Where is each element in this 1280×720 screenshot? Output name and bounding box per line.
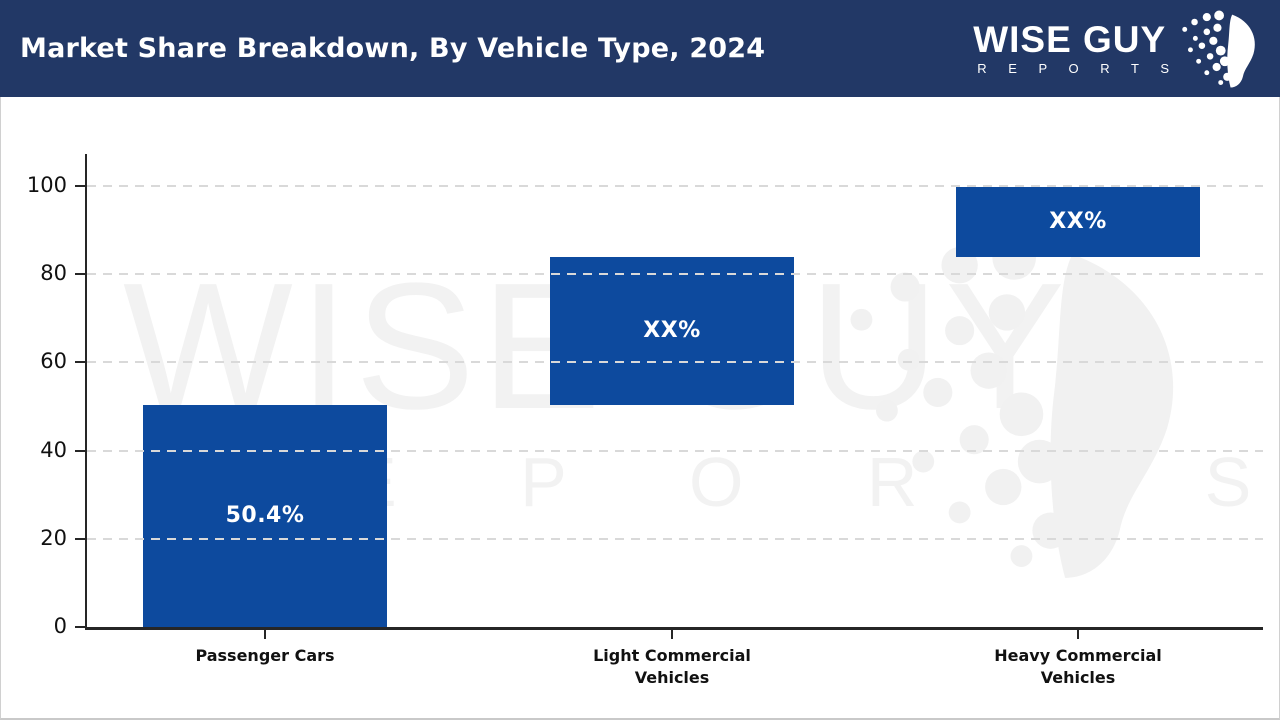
y-tick-mark	[75, 537, 85, 540]
bar-value-label: XX%	[1049, 209, 1107, 235]
y-tick-mark	[75, 626, 85, 628]
bar-value-label: 50.4%	[225, 503, 305, 529]
gridline	[87, 185, 1263, 187]
brand-head-icon	[1182, 10, 1255, 87]
x-category-label: Heavy Commercial Vehicles	[994, 646, 1162, 687]
gridline	[87, 361, 1263, 364]
brand-logo: WISE GUY R E P O R T S	[973, 7, 1260, 91]
y-tick-label: 40	[40, 437, 67, 462]
x-axis-line	[85, 627, 1263, 630]
y-tick-mark	[75, 361, 85, 364]
gridline	[87, 537, 1263, 540]
y-tick-label: 80	[40, 261, 67, 286]
y-tick-label: 0	[53, 614, 67, 638]
x-tick-mark	[671, 630, 673, 639]
brand-tagline: R E P O R T S	[977, 61, 1178, 76]
x-tick-mark	[264, 630, 266, 639]
bar-segment: XX%	[550, 256, 794, 405]
brand-logo-text: WISE GUY R E P O R T S	[973, 21, 1178, 76]
y-tick-mark	[75, 449, 85, 452]
y-axis-line	[85, 154, 87, 628]
bar-segment: 50.4%	[143, 404, 387, 627]
chart-title: Market Share Breakdown, By Vehicle Type,…	[20, 33, 766, 64]
gridline	[87, 273, 1263, 276]
y-tick-label: 60	[40, 349, 67, 374]
header-banner: Market Share Breakdown, By Vehicle Type,…	[0, 0, 1280, 97]
x-category-label: Light Commercial Vehicles	[593, 646, 751, 687]
bar-value-label: XX%	[643, 318, 701, 344]
bar-segment: XX%	[956, 186, 1200, 257]
y-tick-label: 100	[26, 173, 67, 197]
y-tick-mark	[75, 273, 85, 276]
plot-region: WISE GUY R E P O R T S 0 20 40 60 80 100 50.4%…	[0, 97, 1280, 720]
y-tick-label: 20	[40, 525, 67, 550]
watermark-head-icon	[850, 236, 1174, 578]
x-tick-mark	[1077, 630, 1079, 639]
x-category-label: Passenger Cars	[195, 646, 335, 665]
brand-name: WISE GUY	[973, 19, 1167, 60]
y-tick-mark	[75, 185, 85, 187]
gridline	[87, 449, 1263, 452]
